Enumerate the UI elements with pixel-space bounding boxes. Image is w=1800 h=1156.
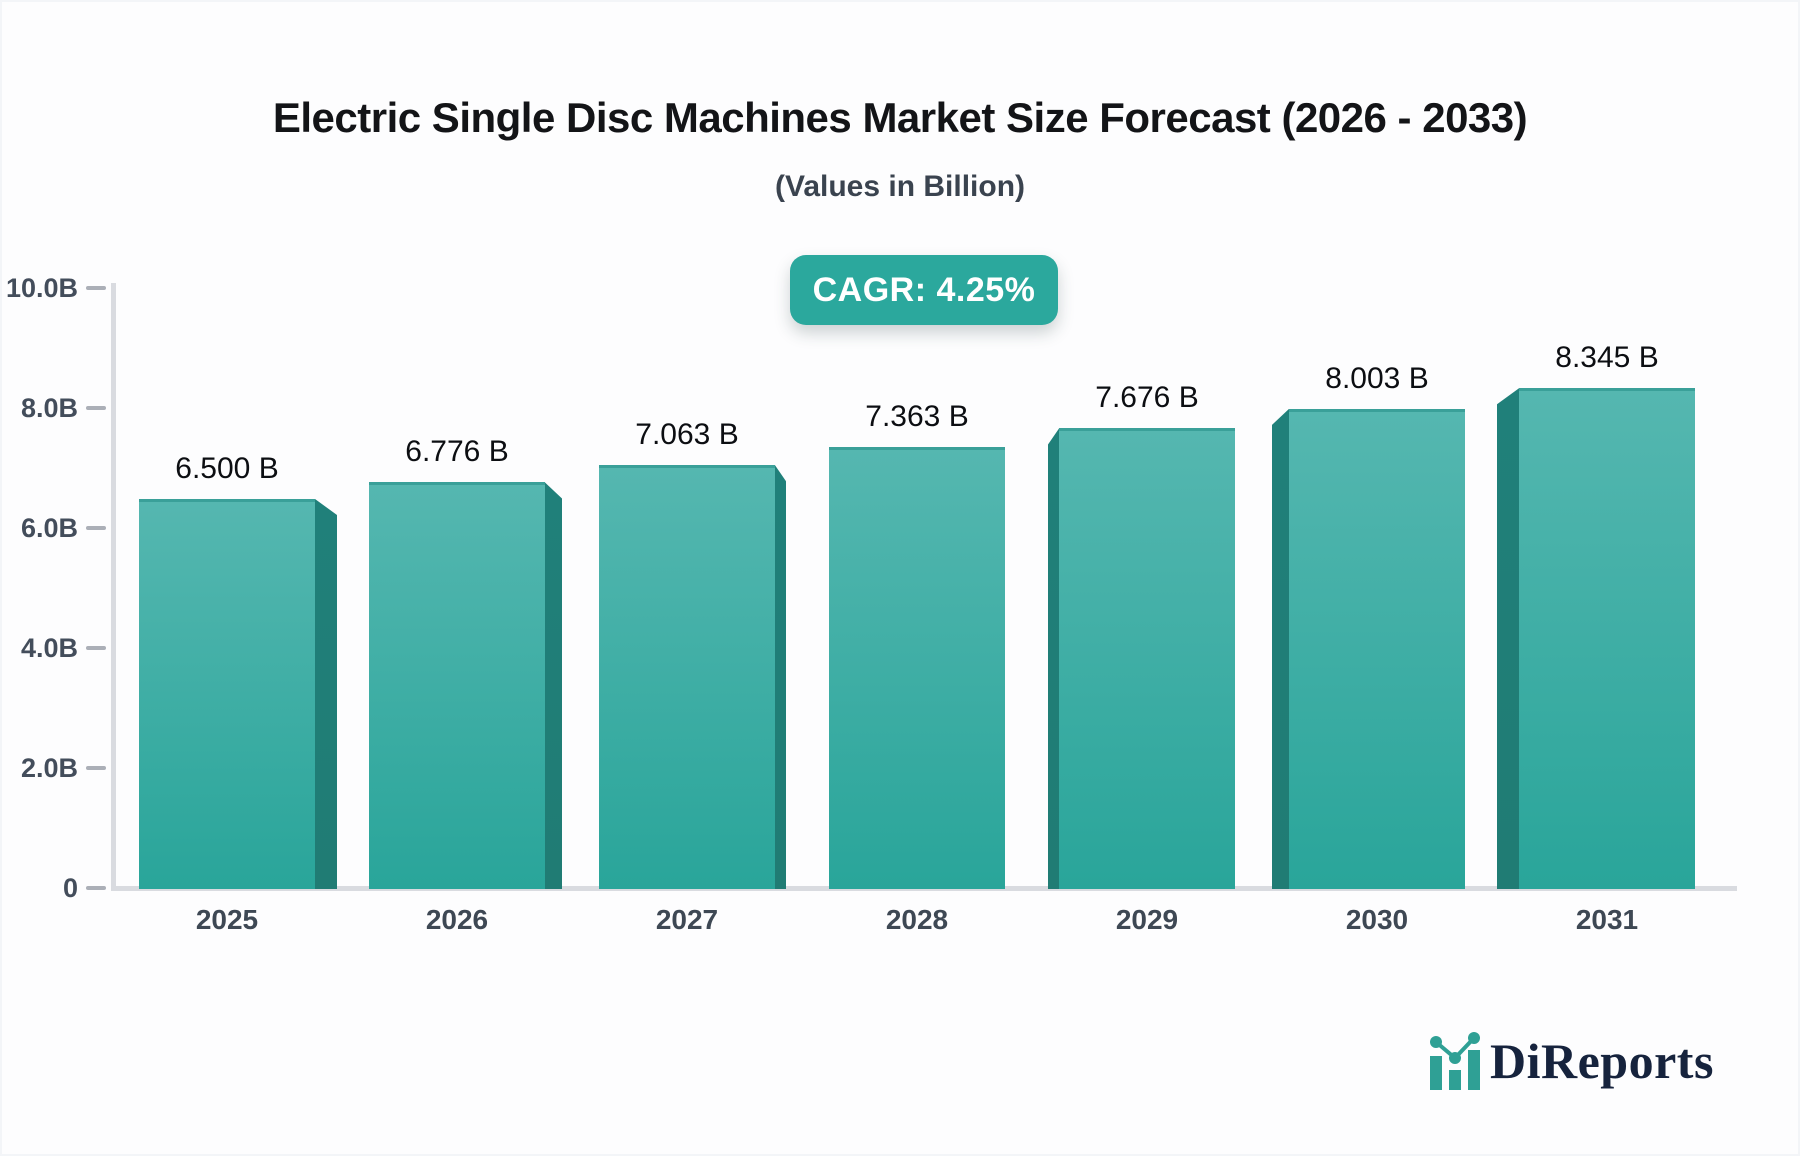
x-axis-label: 2025 — [195, 904, 259, 935]
y-tick-mark — [86, 646, 106, 650]
bar — [1519, 388, 1695, 889]
x-axis-label: 2031 — [1575, 904, 1639, 935]
chart-title: Electric Single Disc Machines Market Siz… — [272, 94, 1528, 141]
y-tick-label: 4.0B — [20, 633, 78, 663]
x-axis-label: 2026 — [425, 904, 489, 935]
y-tick-label: 0 — [62, 873, 78, 903]
y-tick-label: 6.0B — [20, 513, 78, 543]
bar-value-label: 8.003 B — [1325, 361, 1429, 395]
y-tick-mark — [86, 286, 106, 290]
direports-logo: DiReports — [1428, 1032, 1714, 1090]
logo-chart-icon — [1430, 1032, 1480, 1090]
bar-value-label: 6.500 B — [175, 452, 279, 485]
cagr-badge-label: CAGR: 4.25% — [812, 270, 1036, 309]
x-axis-label: 2028 — [885, 904, 949, 935]
x-axis-label: 2027 — [655, 904, 719, 935]
bar-side-face — [775, 465, 786, 889]
y-tick-mark — [86, 406, 106, 410]
y-axis-line — [111, 283, 116, 891]
x-axis-label: 2030 — [1345, 904, 1409, 935]
bar-side-face — [315, 499, 337, 889]
y-tick-label: 10.0B — [5, 273, 78, 303]
x-axis-label: 2029 — [1115, 904, 1179, 935]
y-tick-mark — [86, 526, 106, 530]
y-tick-label: 2.0B — [20, 753, 78, 783]
y-tick-label: 8.0B — [20, 393, 78, 423]
bar-value-label: 6.776 B — [405, 435, 509, 469]
bar-side-face — [545, 482, 562, 889]
logo-text: DiReports — [1490, 1033, 1714, 1089]
y-tick-mark — [86, 766, 106, 770]
bar-side-face — [1048, 428, 1059, 889]
y-tick-mark — [86, 886, 106, 890]
bar — [599, 465, 775, 889]
bar — [1289, 408, 1465, 889]
bar-value-label: 7.676 B — [1095, 381, 1199, 415]
bar-side-face — [1272, 408, 1289, 889]
chart-subtitle: (Values in Billion) — [774, 170, 1026, 203]
bar — [139, 499, 315, 889]
bar — [829, 447, 1005, 889]
bar-value-label: 8.345 B — [1555, 341, 1659, 375]
bar — [1059, 428, 1235, 889]
cagr-badge: CAGR: 4.25% — [790, 255, 1058, 325]
bar-value-label: 7.063 B — [635, 418, 739, 452]
bar — [369, 482, 545, 889]
bar-value-label: 7.363 B — [865, 400, 969, 434]
bar-side-face — [1497, 388, 1519, 889]
